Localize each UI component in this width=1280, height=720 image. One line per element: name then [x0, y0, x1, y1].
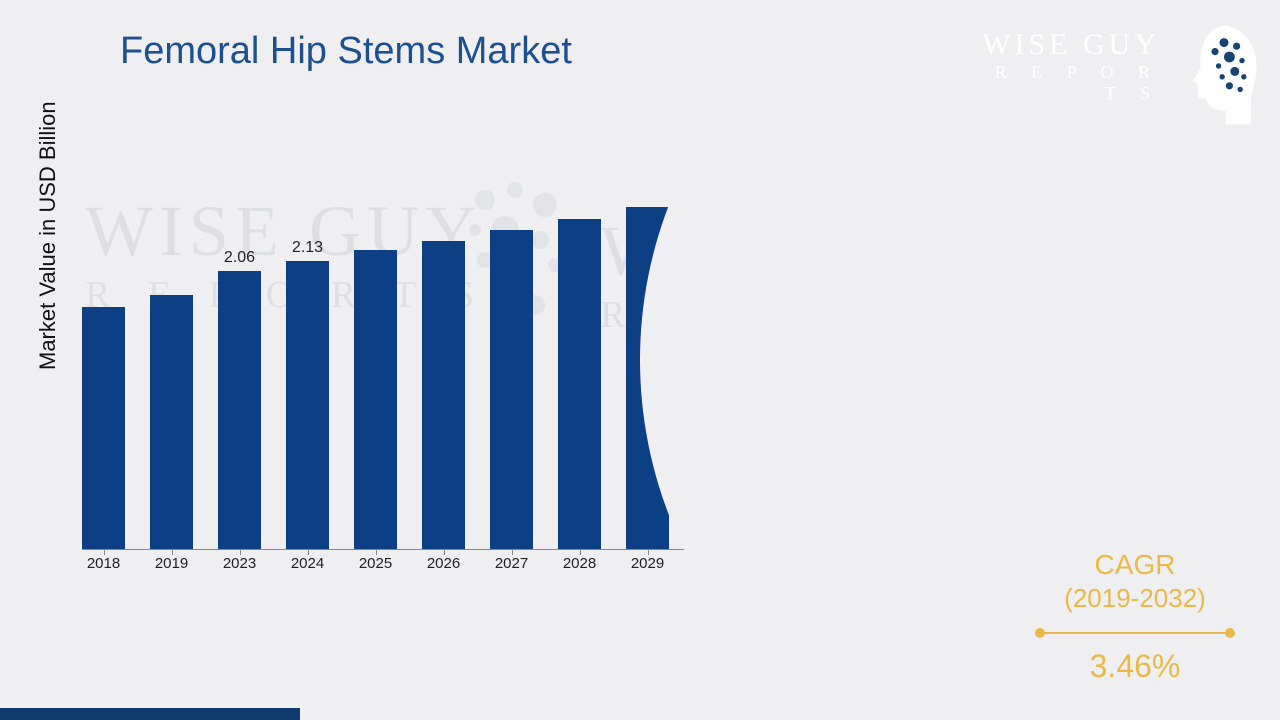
logo-line2: R E P O R T S [970, 62, 1160, 104]
x-tick-label: 2024 [291, 555, 324, 572]
x-tick-label: 2027 [495, 555, 528, 572]
chart-canvas: WISE GUYR E P O R T SWISE GUYR E P O R T… [0, 0, 1280, 720]
footer-accent-bar [0, 708, 300, 720]
bar [150, 150, 193, 550]
x-tick-label: 2028 [563, 555, 596, 572]
cagr-divider [1040, 632, 1230, 634]
cagr-block: CAGR (2019-2032) 3.46% [990, 549, 1280, 685]
cagr-title: CAGR [990, 549, 1280, 581]
x-tick-label: 2018 [87, 555, 120, 572]
bar-value-label: 2.06 [224, 249, 255, 267]
x-tick-label: 2026 [427, 555, 460, 572]
bar [82, 150, 125, 550]
x-tick-label: 2019 [155, 555, 188, 572]
bar: 2.13 [286, 150, 329, 550]
brain-head-icon [1170, 20, 1260, 130]
bar [354, 150, 397, 550]
y-axis-label: Market Value in USD Billion [35, 101, 61, 370]
brand-logo: WISE GUY R E P O R T S [970, 28, 1160, 104]
x-tick-label: 2029 [631, 555, 664, 572]
bar-value-label: 2.13 [292, 239, 323, 257]
sidebar-panel: WISE GUY R E P O R T S CAGR (2019-2032) … [970, 0, 1280, 720]
x-tick-label: 2025 [359, 555, 392, 572]
bar: 2.06 [218, 150, 261, 550]
bar [490, 150, 533, 550]
bar [422, 150, 465, 550]
cagr-value: 3.46% [990, 648, 1280, 685]
bar [558, 150, 601, 550]
cagr-period: (2019-2032) [990, 583, 1280, 614]
logo-line1: WISE GUY [970, 28, 1160, 62]
chart-title: Femoral Hip Stems Market [120, 30, 572, 73]
x-tick-label: 2023 [223, 555, 256, 572]
